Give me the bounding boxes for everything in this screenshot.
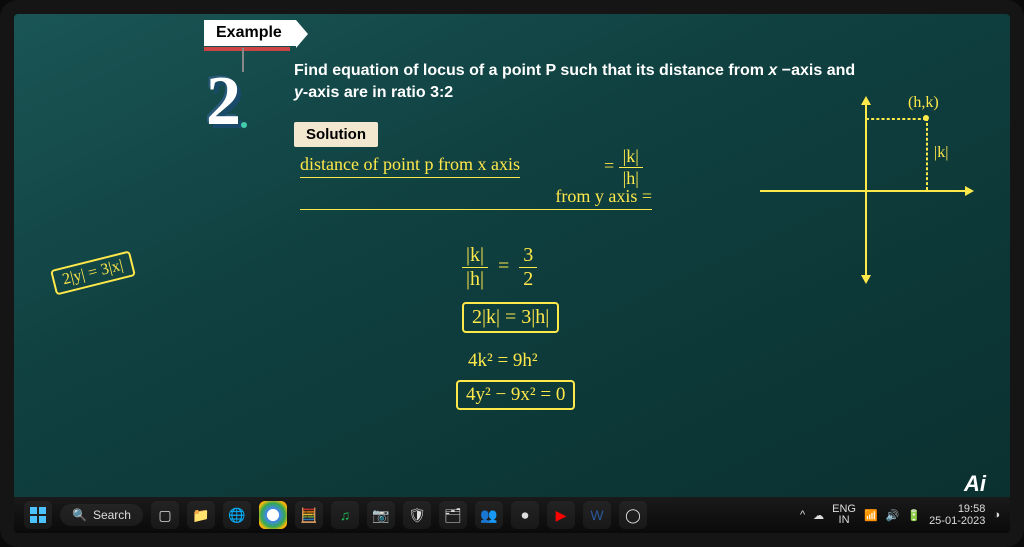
- lang-2: IN: [832, 515, 856, 526]
- ink-squares: 4k² = 9h²: [468, 350, 538, 372]
- problem-text-2: −axis and: [777, 62, 855, 79]
- ink-ratio-eq: |k||h| = 32: [462, 244, 537, 291]
- problem-text-3: -axis are in ratio 3:2: [303, 84, 453, 101]
- search-icon: 🔍: [72, 508, 87, 522]
- notifications-icon[interactable]: ◑: [993, 509, 1000, 521]
- teams-icon[interactable]: 👥: [475, 501, 503, 529]
- flag-pole: [242, 48, 244, 72]
- ink-frac-den: |h|: [462, 268, 488, 291]
- spotify-icon[interactable]: ♫: [331, 501, 359, 529]
- flag-stripe: [204, 47, 290, 51]
- solution-label: Solution: [294, 122, 378, 147]
- cortana-icon[interactable]: ◯: [619, 501, 647, 529]
- taskbar[interactable]: 🔍 Search ▢ 📁 🌐 🧮 ♫ 📷 🛡 🗂 👥 ⏺ ▶ W ◯ ^ ☁ E…: [14, 497, 1010, 533]
- explorer-icon[interactable]: 📁: [187, 501, 215, 529]
- ink-boxed-2: 4y² − 9x² = 0: [456, 380, 575, 410]
- ink-distance-y: from y axis =: [300, 186, 652, 210]
- system-tray[interactable]: ^ ☁ ENG IN 📶 🔊 🔋 19:58 25-01-2023 ◑: [800, 503, 1000, 527]
- youtube-icon[interactable]: ▶: [547, 501, 575, 529]
- ink-rhs-num: 3: [519, 244, 537, 268]
- problem-var-y: y: [294, 84, 303, 101]
- problem-var-x: x: [768, 62, 777, 79]
- start-button[interactable]: [24, 501, 52, 529]
- example-flag-label: Example: [204, 20, 296, 46]
- onedrive-icon[interactable]: ☁: [813, 509, 824, 522]
- record-icon[interactable]: ⏺: [511, 501, 539, 529]
- clock[interactable]: 19:58 25-01-2023: [929, 503, 985, 527]
- folder-icon[interactable]: 🗂: [439, 501, 467, 529]
- example-flag: Example: [204, 20, 296, 51]
- problem-statement: Find equation of locus of a point P such…: [294, 60, 980, 105]
- x-axis-arrow-right: [965, 186, 974, 196]
- windows-icon: [30, 507, 46, 523]
- camera-icon[interactable]: 📷: [367, 501, 395, 529]
- language-indicator[interactable]: ENG IN: [832, 504, 856, 526]
- watermark-logo: Ai: [964, 471, 986, 497]
- x-axis: [760, 190, 970, 192]
- calculator-icon[interactable]: 🧮: [295, 501, 323, 529]
- edge-icon[interactable]: 🌐: [223, 501, 251, 529]
- shield-icon[interactable]: 🛡: [403, 501, 431, 529]
- point-p: [923, 115, 929, 121]
- problem-text-1: Find equation of locus of a point P such…: [294, 62, 768, 79]
- ink-distance-x: distance of point p from x axis: [300, 154, 520, 178]
- ink-sidenote-box: 2|y| = 3|x|: [50, 250, 136, 295]
- clock-date: 25-01-2023: [929, 515, 985, 527]
- ink-boxed-1: 2|k| = 3|h|: [462, 302, 559, 333]
- axes-diagram: (h,k) |k|: [760, 100, 970, 280]
- ink-boxed-1-wrap: 2|k| = 3|h|: [462, 302, 559, 333]
- taskbar-search[interactable]: 🔍 Search: [60, 504, 143, 526]
- ink-sidenote: 2|y| = 3|x|: [50, 250, 136, 295]
- ink-rhs-den: 2: [519, 268, 537, 291]
- clock-time: 19:58: [929, 503, 985, 515]
- wifi-icon[interactable]: 📶: [864, 509, 878, 522]
- problem-number: 2: [206, 62, 241, 142]
- dash-to-point-h: [866, 118, 926, 120]
- task-view-button[interactable]: ▢: [151, 501, 179, 529]
- diag-k-label: |k|: [934, 144, 948, 162]
- volume-icon[interactable]: 🔊: [886, 509, 900, 522]
- ink-boxed-2-wrap: 4y² − 9x² = 0: [456, 380, 575, 410]
- ink-eq-frac-rhs: = |k||h|: [604, 146, 643, 189]
- battery-icon[interactable]: 🔋: [907, 509, 921, 522]
- dash-to-point-v: [926, 118, 928, 190]
- y-axis-arrow-up: [861, 96, 871, 105]
- y-axis-arrow-down: [861, 275, 871, 284]
- search-placeholder: Search: [93, 508, 131, 522]
- diag-point-label: (h,k): [908, 94, 939, 112]
- ink-distance-y-text: from y axis: [555, 186, 637, 206]
- chrome-icon[interactable]: [259, 501, 287, 529]
- presentation-area: Example 2 Find equation of locus of a po…: [14, 14, 1010, 503]
- ink-frac-num: |k|: [462, 244, 488, 268]
- word-icon[interactable]: W: [583, 501, 611, 529]
- ink-eq1-num: |k|: [619, 146, 643, 168]
- chevron-up-icon[interactable]: ^: [800, 509, 805, 521]
